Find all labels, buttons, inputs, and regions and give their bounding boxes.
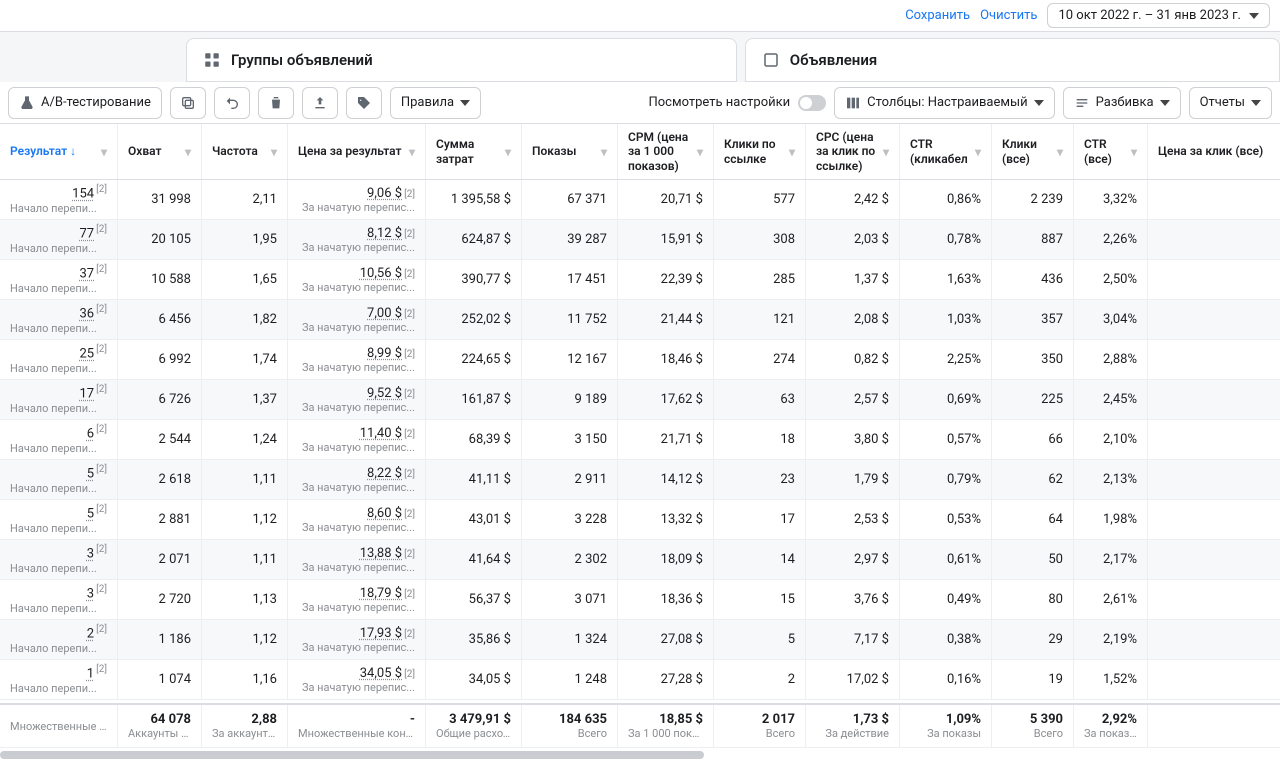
table-row[interactable]: 154[2]Начало перепи...31 9982,119,06 $[2… [0,180,1280,220]
col-freq[interactable]: Частота▾ [202,124,288,179]
col-impr[interactable]: Показы▾ [522,124,618,179]
reports-button[interactable]: Отчеты [1189,87,1272,119]
table-header: Результат ↓▾ Охват▾ Частота▾ Цена за рез… [0,124,1280,180]
col-cpc[interactable]: CPC (цена за клик по ссылке)▾ [806,124,900,179]
table-footer: Множественные конв 64 078Аккаунты в Ц...… [0,703,1280,747]
date-range-picker[interactable]: 10 окт 2022 г. – 31 янв 2023 г. [1047,3,1270,28]
reports-label: Отчеты [1200,95,1245,110]
tab-adsets-label: Группы объявлений [231,51,373,69]
tag-button[interactable] [346,87,382,119]
tab-adsets[interactable]: Группы объявлений [186,38,737,82]
breakdown-icon [1074,95,1090,111]
breakdown-label: Разбивка [1096,95,1154,110]
clear-link[interactable]: Очистить [980,8,1037,23]
table-row[interactable]: 37[2]Начало перепи...10 5881,6510,56 $[2… [0,260,1280,300]
chevron-down-icon [1251,100,1261,106]
flask-icon [19,95,35,111]
columns-label: Столбцы: Настраиваемый [867,95,1027,110]
ads-icon [762,51,780,69]
horizontal-scrollbar[interactable] [0,747,1280,761]
breakdown-button[interactable]: Разбивка [1063,87,1181,119]
table-row[interactable]: 36[2]Начало перепи...6 4561,827,00 $[2]З… [0,300,1280,340]
export-button[interactable] [302,87,338,119]
col-cpr[interactable]: Цена за результат▾ [288,124,426,179]
trash-icon [268,95,284,111]
rules-button[interactable]: Правила [390,87,481,119]
col-reach[interactable]: Охват▾ [118,124,202,179]
delete-button[interactable] [258,87,294,119]
chevron-down-icon [460,100,470,106]
view-settings-label: Посмотреть настройки [648,95,790,110]
col-ctrl[interactable]: CTR (кликабел▾ [900,124,992,179]
columns-button[interactable]: Столбцы: Настраиваемый [834,87,1054,119]
topbar: Сохранить Очистить 10 окт 2022 г. – 31 я… [0,0,1280,32]
switch-icon [798,95,826,111]
table-row[interactable]: 5[2]Начало перепи...2 8811,128,60 $[2]За… [0,500,1280,540]
undo-icon [224,95,240,111]
copy-button[interactable] [170,87,206,119]
copy-icon [180,95,196,111]
date-range-label: 10 окт 2022 г. – 31 янв 2023 г. [1058,8,1241,23]
col-spend[interactable]: Сумма затрат▾ [426,124,522,179]
table-row[interactable]: 3[2]Начало перепи...2 7201,1318,79 $[2]З… [0,580,1280,620]
abtest-label: A/B-тестирование [41,95,151,110]
undo-button[interactable] [214,87,250,119]
toolbar: A/B-тестирование Правила Посмотреть наст… [0,82,1280,124]
table-row[interactable]: 25[2]Начало перепи...6 9921,748,99 $[2]З… [0,340,1280,380]
col-result[interactable]: Результат ↓▾ [0,124,118,179]
table-row[interactable]: 2[2]Начало перепи...1 1861,1217,93 $[2]З… [0,620,1280,660]
col-lclicks[interactable]: Клики по ссылке▾ [714,124,806,179]
columns-icon [845,95,861,111]
chevron-down-icon [1249,13,1259,19]
adsets-icon [203,51,221,69]
save-link[interactable]: Сохранить [905,8,970,23]
data-table: Результат ↓▾ Охват▾ Частота▾ Цена за рез… [0,124,1280,761]
table-body[interactable]: 154[2]Начало перепи...31 9982,119,06 $[2… [0,180,1280,703]
abtest-button[interactable]: A/B-тестирование [8,87,162,119]
tabs: Группы объявлений Объявления [0,32,1280,82]
table-row[interactable]: 17[2]Начало перепи...6 7261,379,52 $[2]З… [0,380,1280,420]
col-ctr[interactable]: CTR (все)▾ [1074,124,1148,179]
col-cpcall[interactable]: Цена за клик (все) [1148,124,1274,179]
table-row[interactable]: 6[2]Начало перепи...2 5441,2411,40 $[2]З… [0,420,1280,460]
rules-label: Правила [401,95,454,110]
tab-ads-label: Объявления [790,51,877,69]
table-row[interactable]: 3[2]Начало перепи...2 0711,1113,88 $[2]З… [0,540,1280,580]
table-row[interactable]: 77[2]Начало перепи...20 1051,958,12 $[2]… [0,220,1280,260]
view-settings-toggle[interactable]: Посмотреть настройки [648,95,826,111]
export-icon [312,95,328,111]
tag-icon [356,95,372,111]
table-row[interactable]: 5[2]Начало перепи...2 6181,118,22 $[2]За… [0,460,1280,500]
tab-ads[interactable]: Объявления [745,38,1280,82]
chevron-down-icon [1160,100,1170,106]
col-cpm[interactable]: CPM (цена за 1 000 показов)▾ [618,124,714,179]
chevron-down-icon [1034,100,1044,106]
table-row[interactable]: 1[2]Начало перепи...1 0741,1634,05 $[2]З… [0,660,1280,700]
col-clicks[interactable]: Клики (все)▾ [992,124,1074,179]
